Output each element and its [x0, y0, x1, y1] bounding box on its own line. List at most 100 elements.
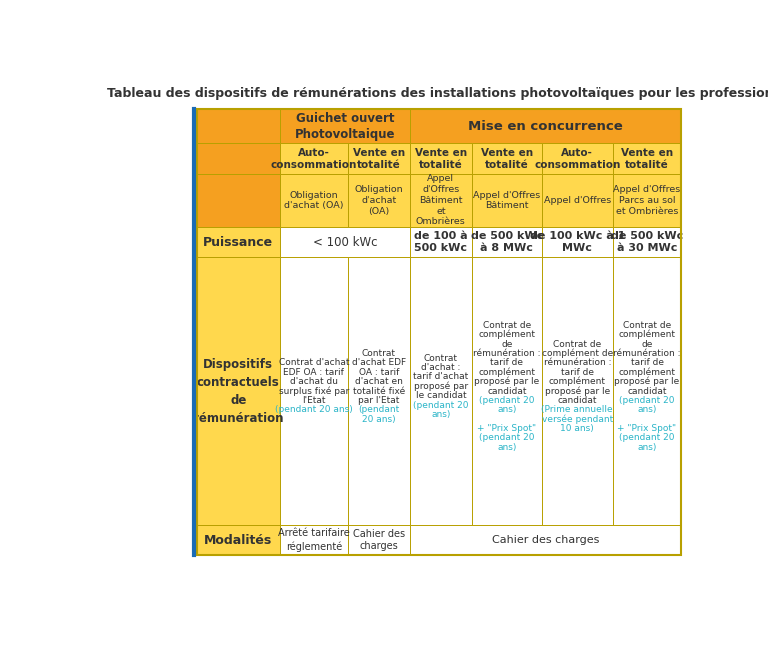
- Bar: [348, 257, 410, 525]
- Bar: [197, 227, 280, 257]
- Bar: [280, 109, 410, 144]
- Text: rémunération :: rémunération :: [614, 349, 680, 358]
- Text: le candidat: le candidat: [415, 391, 466, 400]
- Text: Contrat de: Contrat de: [623, 321, 671, 330]
- Text: complément: complément: [618, 367, 676, 377]
- Bar: [410, 227, 472, 257]
- Bar: [613, 144, 681, 174]
- Text: Contrat de: Contrat de: [482, 321, 531, 330]
- Text: Auto-
consommation: Auto- consommation: [270, 148, 357, 170]
- Bar: [613, 257, 681, 525]
- Text: Vente en
totalité: Vente en totalité: [481, 148, 533, 170]
- Text: l'Etat: l'Etat: [302, 396, 326, 405]
- Bar: [348, 174, 410, 227]
- Text: d'achat EDF: d'achat EDF: [352, 358, 406, 367]
- Text: complément de: complément de: [541, 348, 613, 358]
- Text: proposé par le: proposé par le: [474, 377, 539, 386]
- Text: complément: complément: [549, 377, 606, 386]
- Text: versée pendant: versée pendant: [541, 415, 613, 424]
- Bar: [280, 227, 410, 257]
- Text: + "Prix Spot": + "Prix Spot": [477, 424, 536, 433]
- Bar: [541, 227, 613, 257]
- Text: Modalités: Modalités: [204, 534, 273, 547]
- Text: Contrat d'achat: Contrat d'achat: [279, 358, 349, 367]
- Text: totalité fixé: totalité fixé: [353, 387, 405, 395]
- Text: ans): ans): [431, 410, 451, 419]
- Bar: [197, 144, 280, 174]
- Bar: [348, 525, 410, 555]
- Text: OA : tarif: OA : tarif: [359, 368, 399, 377]
- Text: par l'Etat: par l'Etat: [358, 396, 399, 405]
- Bar: [197, 174, 280, 227]
- Bar: [613, 227, 681, 257]
- Bar: [410, 174, 472, 227]
- Bar: [280, 525, 348, 555]
- Bar: [410, 144, 472, 174]
- Text: Puissance: Puissance: [204, 235, 273, 248]
- Bar: [541, 174, 613, 227]
- Bar: [472, 227, 541, 257]
- Text: Appel
d'Offres
Bâtiment
et
Ombrières: Appel d'Offres Bâtiment et Ombrières: [416, 174, 465, 226]
- Text: EDF OA : tarif: EDF OA : tarif: [283, 368, 344, 377]
- Text: complément: complément: [618, 330, 676, 339]
- Text: < 100 kWc: < 100 kWc: [313, 235, 377, 248]
- Bar: [197, 109, 280, 144]
- Bar: [197, 109, 681, 555]
- Bar: [410, 109, 681, 144]
- Text: + "Prix Spot": + "Prix Spot": [617, 424, 677, 433]
- Text: tarif de: tarif de: [631, 358, 664, 367]
- Text: Appel d'Offres
Parcs au sol
et Ombrières: Appel d'Offres Parcs au sol et Ombrières: [614, 185, 680, 216]
- Text: d'achat du: d'achat du: [290, 377, 338, 386]
- Bar: [541, 144, 613, 174]
- Text: de 500 kWc
à 8 MWc: de 500 kWc à 8 MWc: [471, 231, 543, 253]
- Text: (pendant 20: (pendant 20: [619, 434, 675, 443]
- Text: (pendant 20: (pendant 20: [413, 400, 468, 410]
- Text: Contrat: Contrat: [424, 354, 458, 363]
- Text: de: de: [501, 339, 512, 348]
- Text: d'achat en: d'achat en: [355, 377, 402, 386]
- Text: proposé par le: proposé par le: [545, 386, 610, 396]
- Text: ans): ans): [497, 443, 516, 452]
- Bar: [197, 257, 280, 525]
- Text: Contrat de: Contrat de: [553, 339, 601, 348]
- Text: ans): ans): [497, 405, 516, 414]
- Text: Obligation
d'achat
(OA): Obligation d'achat (OA): [355, 185, 403, 216]
- Text: tarif de: tarif de: [561, 368, 594, 377]
- Text: Appel d'Offres
Bâtiment: Appel d'Offres Bâtiment: [473, 190, 541, 211]
- Bar: [472, 174, 541, 227]
- Text: (pendant: (pendant: [358, 405, 399, 414]
- Text: Contrat: Contrat: [362, 349, 396, 358]
- Text: (pendant 20 ans): (pendant 20 ans): [275, 405, 353, 414]
- Bar: [280, 144, 348, 174]
- Text: Arrêté tarifaire
réglementé: Arrêté tarifaire réglementé: [278, 528, 349, 551]
- Text: complément: complément: [478, 330, 535, 339]
- Text: Dispositifs
contractuels
de
rémunération: Dispositifs contractuels de rémunération: [193, 358, 283, 424]
- Bar: [410, 525, 681, 555]
- Text: Auto-
consommation: Auto- consommation: [534, 148, 621, 170]
- Text: (pendant 20: (pendant 20: [479, 434, 535, 443]
- Text: ans): ans): [637, 443, 657, 452]
- Text: tarif d'achat: tarif d'achat: [413, 372, 468, 382]
- Bar: [280, 174, 348, 227]
- Text: 20 ans): 20 ans): [362, 415, 396, 424]
- Text: proposé par: proposé par: [414, 382, 468, 391]
- Text: Vente en
totalité: Vente en totalité: [415, 148, 467, 170]
- Text: Mise en concurrence: Mise en concurrence: [468, 120, 623, 133]
- Bar: [348, 144, 410, 174]
- Text: rémunération :: rémunération :: [473, 349, 541, 358]
- Text: 10 ans): 10 ans): [561, 424, 594, 433]
- Text: complément: complément: [478, 367, 535, 377]
- Text: proposé par le: proposé par le: [614, 377, 680, 386]
- Text: ans): ans): [637, 405, 657, 414]
- Text: Vente en
totalité: Vente en totalité: [621, 148, 673, 170]
- Text: candidat: candidat: [627, 387, 667, 395]
- Text: Guichet ouvert
Photovoltaique: Guichet ouvert Photovoltaique: [294, 112, 395, 140]
- Bar: [613, 174, 681, 227]
- Text: Appel d'Offres: Appel d'Offres: [544, 196, 611, 205]
- Text: d'achat :: d'achat :: [421, 363, 461, 372]
- Bar: [472, 144, 541, 174]
- Text: (pendant 20: (pendant 20: [619, 396, 675, 405]
- Text: (pendant 20: (pendant 20: [479, 396, 535, 405]
- Text: Vente en
totalité: Vente en totalité: [353, 148, 405, 170]
- Text: tarif de: tarif de: [490, 358, 523, 367]
